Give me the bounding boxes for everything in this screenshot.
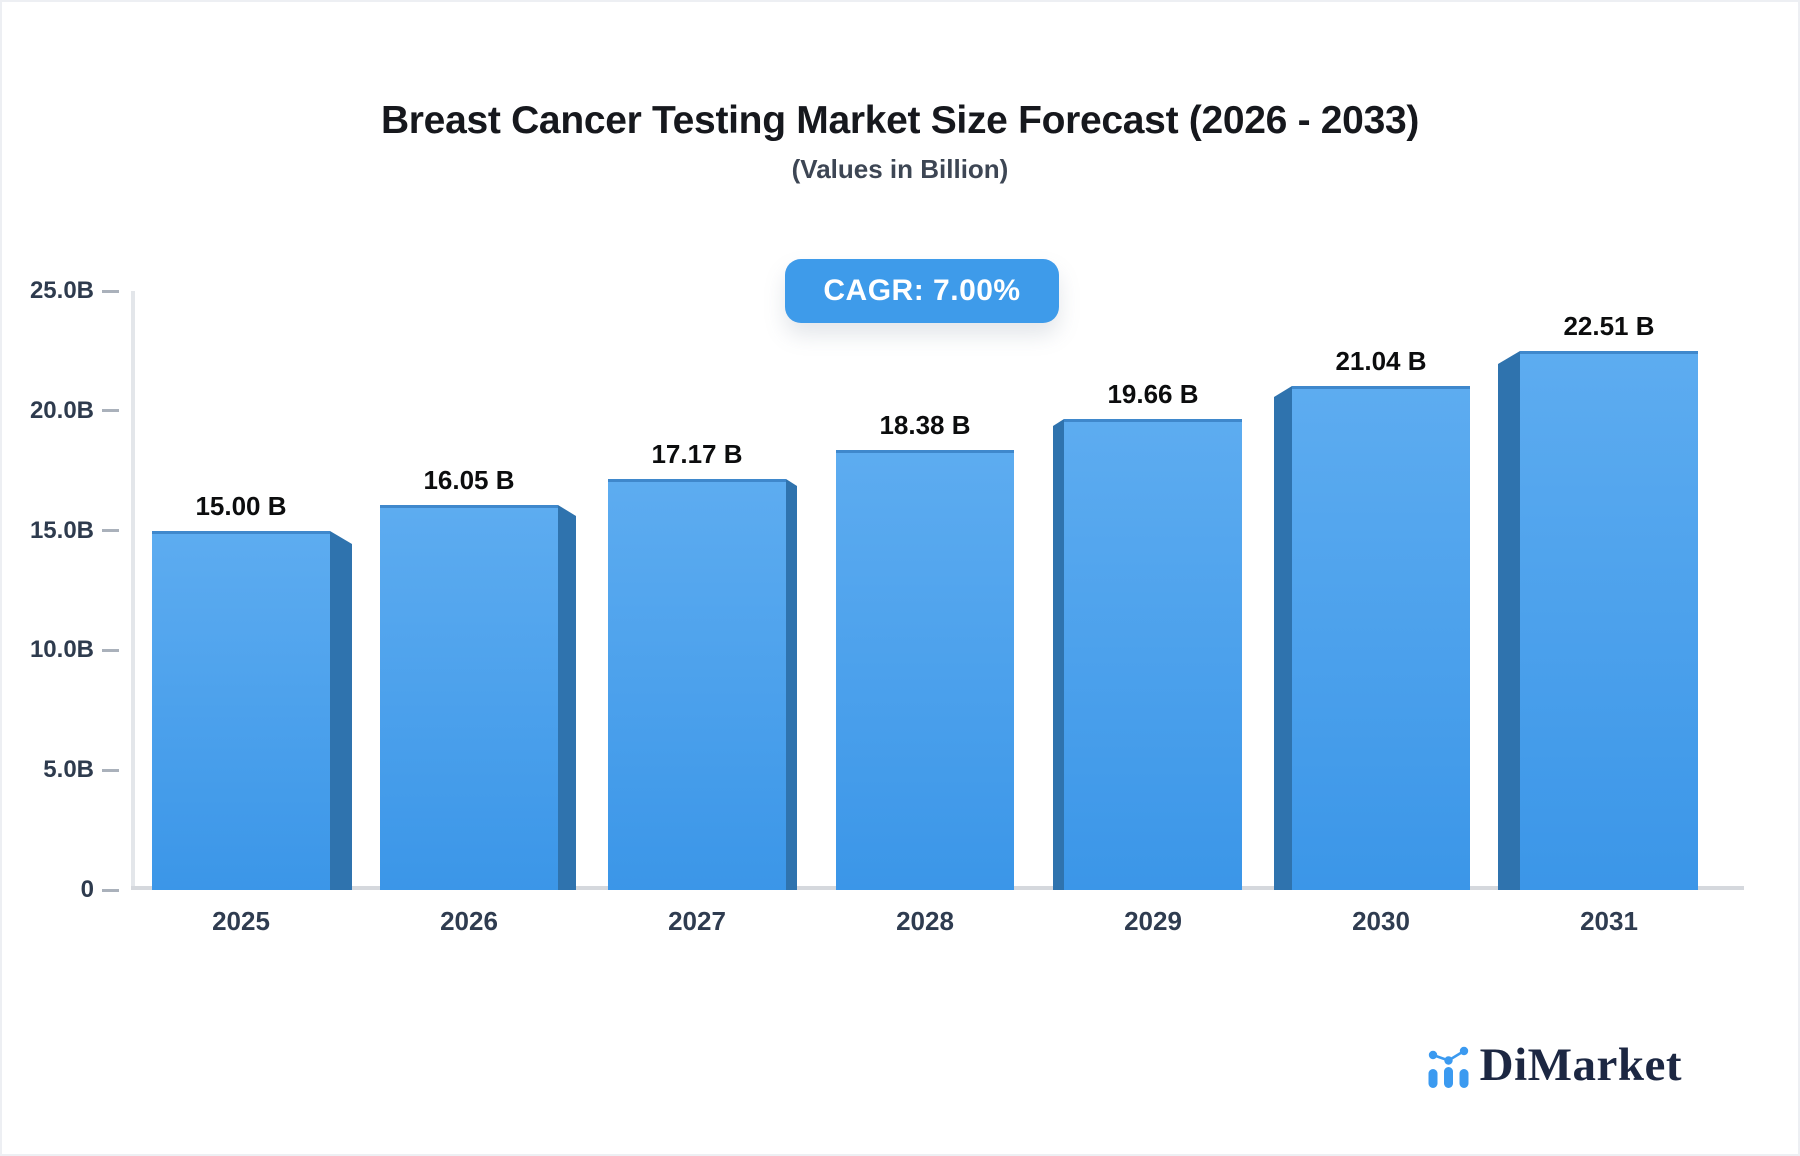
y-tick-dash [102,409,119,413]
cagr-badge-label: CAGR: 7.00% [823,274,1021,307]
bar-2028: 18.38 B 2028 [836,410,1014,936]
y-tick-label: 10.0B [29,636,94,664]
bar-value-label-2030: 21.04 B [1335,346,1427,376]
bar-face [1064,419,1242,890]
bar-value-label-2031: 22.51 B [1563,311,1655,341]
bar-face [1520,351,1698,890]
y-tick-dash [102,888,119,892]
bar-3d-side [786,479,797,890]
x-axis-label-2026: 2026 [440,906,498,936]
bar-2027: 17.17 B 2027 [608,439,797,936]
bar-face [836,450,1014,890]
bar-2026: 16.05 B 2026 [380,465,576,936]
y-tick-label: 20.0B [29,396,94,424]
x-axis-label-2031: 2031 [1580,906,1638,936]
chart-header: Breast Cancer Testing Market Size Foreca… [2,96,1798,185]
y-tick-dash [102,529,119,533]
bar-value-label-2027: 17.17 B [651,439,743,469]
bar-face [608,479,786,890]
chart-title: Breast Cancer Testing Market Size Foreca… [380,99,1420,142]
bar-2025: 15.00 B 2025 [152,491,352,936]
x-axis-label-2028: 2028 [896,906,954,936]
bar-3d-side [558,505,576,890]
brand-name: DiMarket [1479,1039,1682,1091]
bar-2031: 22.51 B 2031 [1498,311,1698,936]
bar-face [380,505,558,890]
bar-2029: 19.66 B 2029 [1053,379,1242,936]
y-tick-label: 25.0B [29,277,94,304]
bar-value-label-2026: 16.05 B [423,465,515,495]
bar-2030: 21.04 B 2030 [1274,346,1470,936]
bar-3d-side [330,531,352,890]
bar-value-label-2028: 18.38 B [879,410,971,440]
bar-face [1292,386,1470,890]
y-tick-dash [102,768,119,772]
x-axis-label-2030: 2030 [1352,906,1410,936]
bar-3d-side [1274,386,1292,890]
bar-value-label-2025: 15.00 B [195,491,287,521]
y-axis-line [131,291,135,890]
y-tick-dash [102,648,119,652]
y-tick-label: 5.0B [43,756,94,784]
y-tick-dash [102,289,119,293]
bar-value-label-2029: 19.66 B [1107,379,1199,409]
y-tick-label: 15.0B [29,516,94,544]
brand-logo: DiMarket [1428,1039,1682,1091]
cagr-badge: CAGR: 7.00% [785,259,1059,323]
y-tick-label: 0 [80,876,94,903]
x-axis-label-2025: 2025 [212,906,270,936]
x-axis-label-2027: 2027 [668,906,726,936]
bar-face [152,531,330,890]
chart-subtitle: (Values in Billion) [791,154,1009,184]
bar-line-chart-icon [1428,1046,1469,1088]
bar-3d-side [1498,351,1520,890]
bar-3d-side [1053,419,1064,890]
x-axis-label-2029: 2029 [1124,906,1182,936]
